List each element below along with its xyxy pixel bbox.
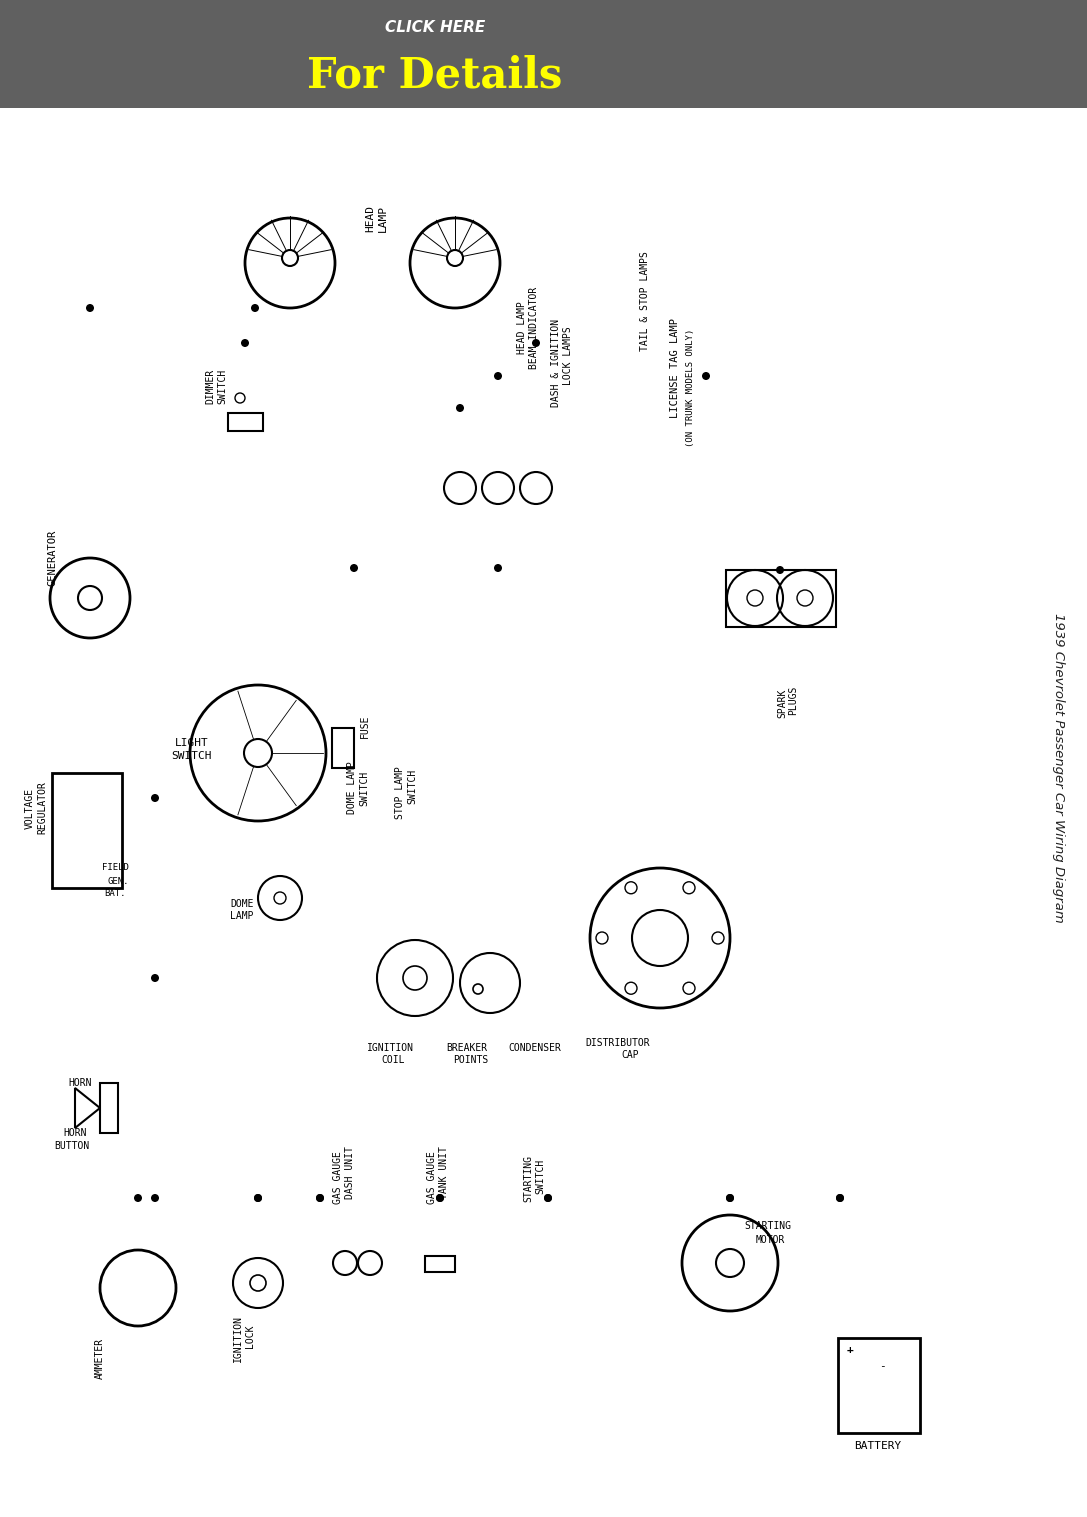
Text: SWITCH: SWITCH (217, 369, 227, 404)
Circle shape (251, 303, 259, 313)
Text: For Details: For Details (308, 55, 562, 97)
Text: IGNITION: IGNITION (366, 1044, 413, 1053)
Text: DASH & IGNITION: DASH & IGNITION (551, 319, 561, 407)
Circle shape (493, 372, 502, 379)
Circle shape (86, 303, 93, 313)
Circle shape (134, 1194, 142, 1201)
Bar (332, 728, 354, 768)
Text: HORN: HORN (68, 1079, 91, 1088)
Circle shape (151, 1194, 159, 1201)
Text: LICENSE TAG LAMP: LICENSE TAG LAMP (670, 319, 680, 419)
Circle shape (532, 338, 540, 347)
Text: DIMMER: DIMMER (205, 369, 215, 404)
Circle shape (776, 566, 784, 573)
Text: HEAD LAMP: HEAD LAMP (517, 302, 527, 355)
Circle shape (493, 564, 502, 572)
Text: LOCK: LOCK (245, 1324, 255, 1347)
Circle shape (436, 1194, 443, 1201)
Text: BUTTON: BUTTON (54, 1141, 89, 1151)
Text: AMMETER: AMMETER (95, 1338, 105, 1379)
Text: VOLTAGE: VOLTAGE (25, 787, 35, 828)
Text: GAS GAUGE: GAS GAUGE (427, 1151, 437, 1204)
Text: BEAM INDICATOR: BEAM INDICATOR (529, 287, 539, 369)
Circle shape (241, 338, 249, 347)
Circle shape (151, 793, 159, 802)
Text: STARTING: STARTING (745, 1221, 791, 1230)
Text: GEN.: GEN. (108, 877, 128, 886)
Bar (838, 1338, 920, 1434)
Text: DISTRIBUTOR: DISTRIBUTOR (586, 1038, 650, 1048)
Text: GAS GAUGE: GAS GAUGE (333, 1151, 343, 1204)
Circle shape (836, 1194, 844, 1201)
Circle shape (254, 1194, 262, 1201)
Circle shape (726, 1194, 734, 1201)
Circle shape (316, 1194, 324, 1201)
Text: PLUGS: PLUGS (788, 686, 798, 715)
Text: BREAKER: BREAKER (447, 1044, 488, 1053)
Text: TAIL & STOP LAMPS: TAIL & STOP LAMPS (640, 250, 650, 350)
Text: POINTS: POINTS (453, 1054, 489, 1065)
Text: HORN: HORN (63, 1129, 87, 1138)
Text: FUSE: FUSE (360, 715, 370, 737)
Text: SPARK: SPARK (777, 689, 787, 718)
Text: STARTING: STARTING (523, 1154, 533, 1201)
Polygon shape (75, 1088, 100, 1129)
Text: CAP: CAP (621, 1050, 639, 1060)
Text: SWITCH: SWITCH (535, 1159, 545, 1194)
Circle shape (544, 1194, 552, 1201)
Text: GENERATOR: GENERATOR (47, 529, 57, 586)
Circle shape (836, 1194, 844, 1201)
Text: LOCK LAMPS: LOCK LAMPS (563, 326, 573, 385)
Circle shape (151, 974, 159, 981)
Text: (ON TRUNK MODELS ONLY): (ON TRUNK MODELS ONLY) (686, 329, 695, 448)
Text: BATTERY: BATTERY (854, 1441, 901, 1450)
Text: 1939 Chevrolet Passenger Car Wiring Diagram: 1939 Chevrolet Passenger Car Wiring Diag… (1051, 613, 1064, 922)
Text: MOTOR: MOTOR (755, 1235, 785, 1245)
Text: HEAD: HEAD (365, 205, 375, 232)
Circle shape (702, 372, 710, 379)
Text: SWITCH: SWITCH (359, 771, 368, 806)
Circle shape (726, 1194, 734, 1201)
Text: LAMP: LAMP (378, 205, 388, 232)
Circle shape (457, 404, 464, 413)
Text: LIGHT: LIGHT (175, 737, 209, 748)
Circle shape (544, 1194, 552, 1201)
Text: STOP LAMP: STOP LAMP (395, 766, 405, 819)
Text: COIL: COIL (382, 1054, 404, 1065)
Text: DOME LAMP: DOME LAMP (347, 762, 357, 815)
Text: TANK UNIT: TANK UNIT (439, 1147, 449, 1200)
Bar (100, 1083, 118, 1133)
Text: +: + (847, 1346, 853, 1355)
Text: LAMP: LAMP (230, 912, 253, 921)
Circle shape (254, 1194, 262, 1201)
Text: -: - (878, 1361, 886, 1371)
Text: CLICK HERE: CLICK HERE (385, 20, 485, 35)
Circle shape (436, 1194, 443, 1201)
Bar (726, 570, 836, 627)
Text: SWITCH: SWITCH (172, 751, 212, 762)
Text: DASH UNIT: DASH UNIT (345, 1147, 355, 1200)
Text: DOME: DOME (230, 900, 253, 909)
Bar (52, 774, 122, 887)
Text: CONDENSER: CONDENSER (509, 1044, 562, 1053)
Text: FIELD: FIELD (101, 863, 128, 872)
Circle shape (316, 1194, 324, 1201)
Circle shape (350, 564, 358, 572)
Text: REGULATOR: REGULATOR (37, 781, 47, 834)
Text: SWITCH: SWITCH (407, 769, 417, 804)
Bar (425, 1256, 455, 1271)
Text: BAT.: BAT. (104, 889, 126, 898)
Bar (228, 413, 263, 431)
Text: IGNITION: IGNITION (233, 1315, 243, 1361)
